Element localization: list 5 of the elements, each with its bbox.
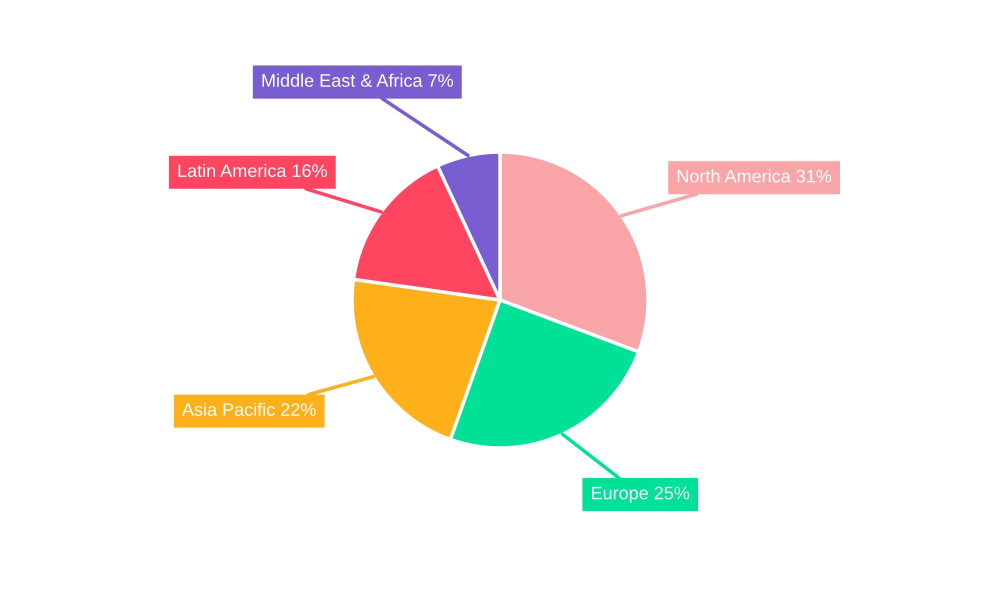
slice-label: Asia Pacific 22%: [182, 402, 316, 416]
slice-label: Latin America 16%: [178, 164, 327, 178]
slice-label: Middle East & Africa 7%: [262, 74, 454, 87]
slice-label: North America 31%: [678, 169, 832, 183]
slice-label: Europe 25%: [592, 486, 690, 503]
